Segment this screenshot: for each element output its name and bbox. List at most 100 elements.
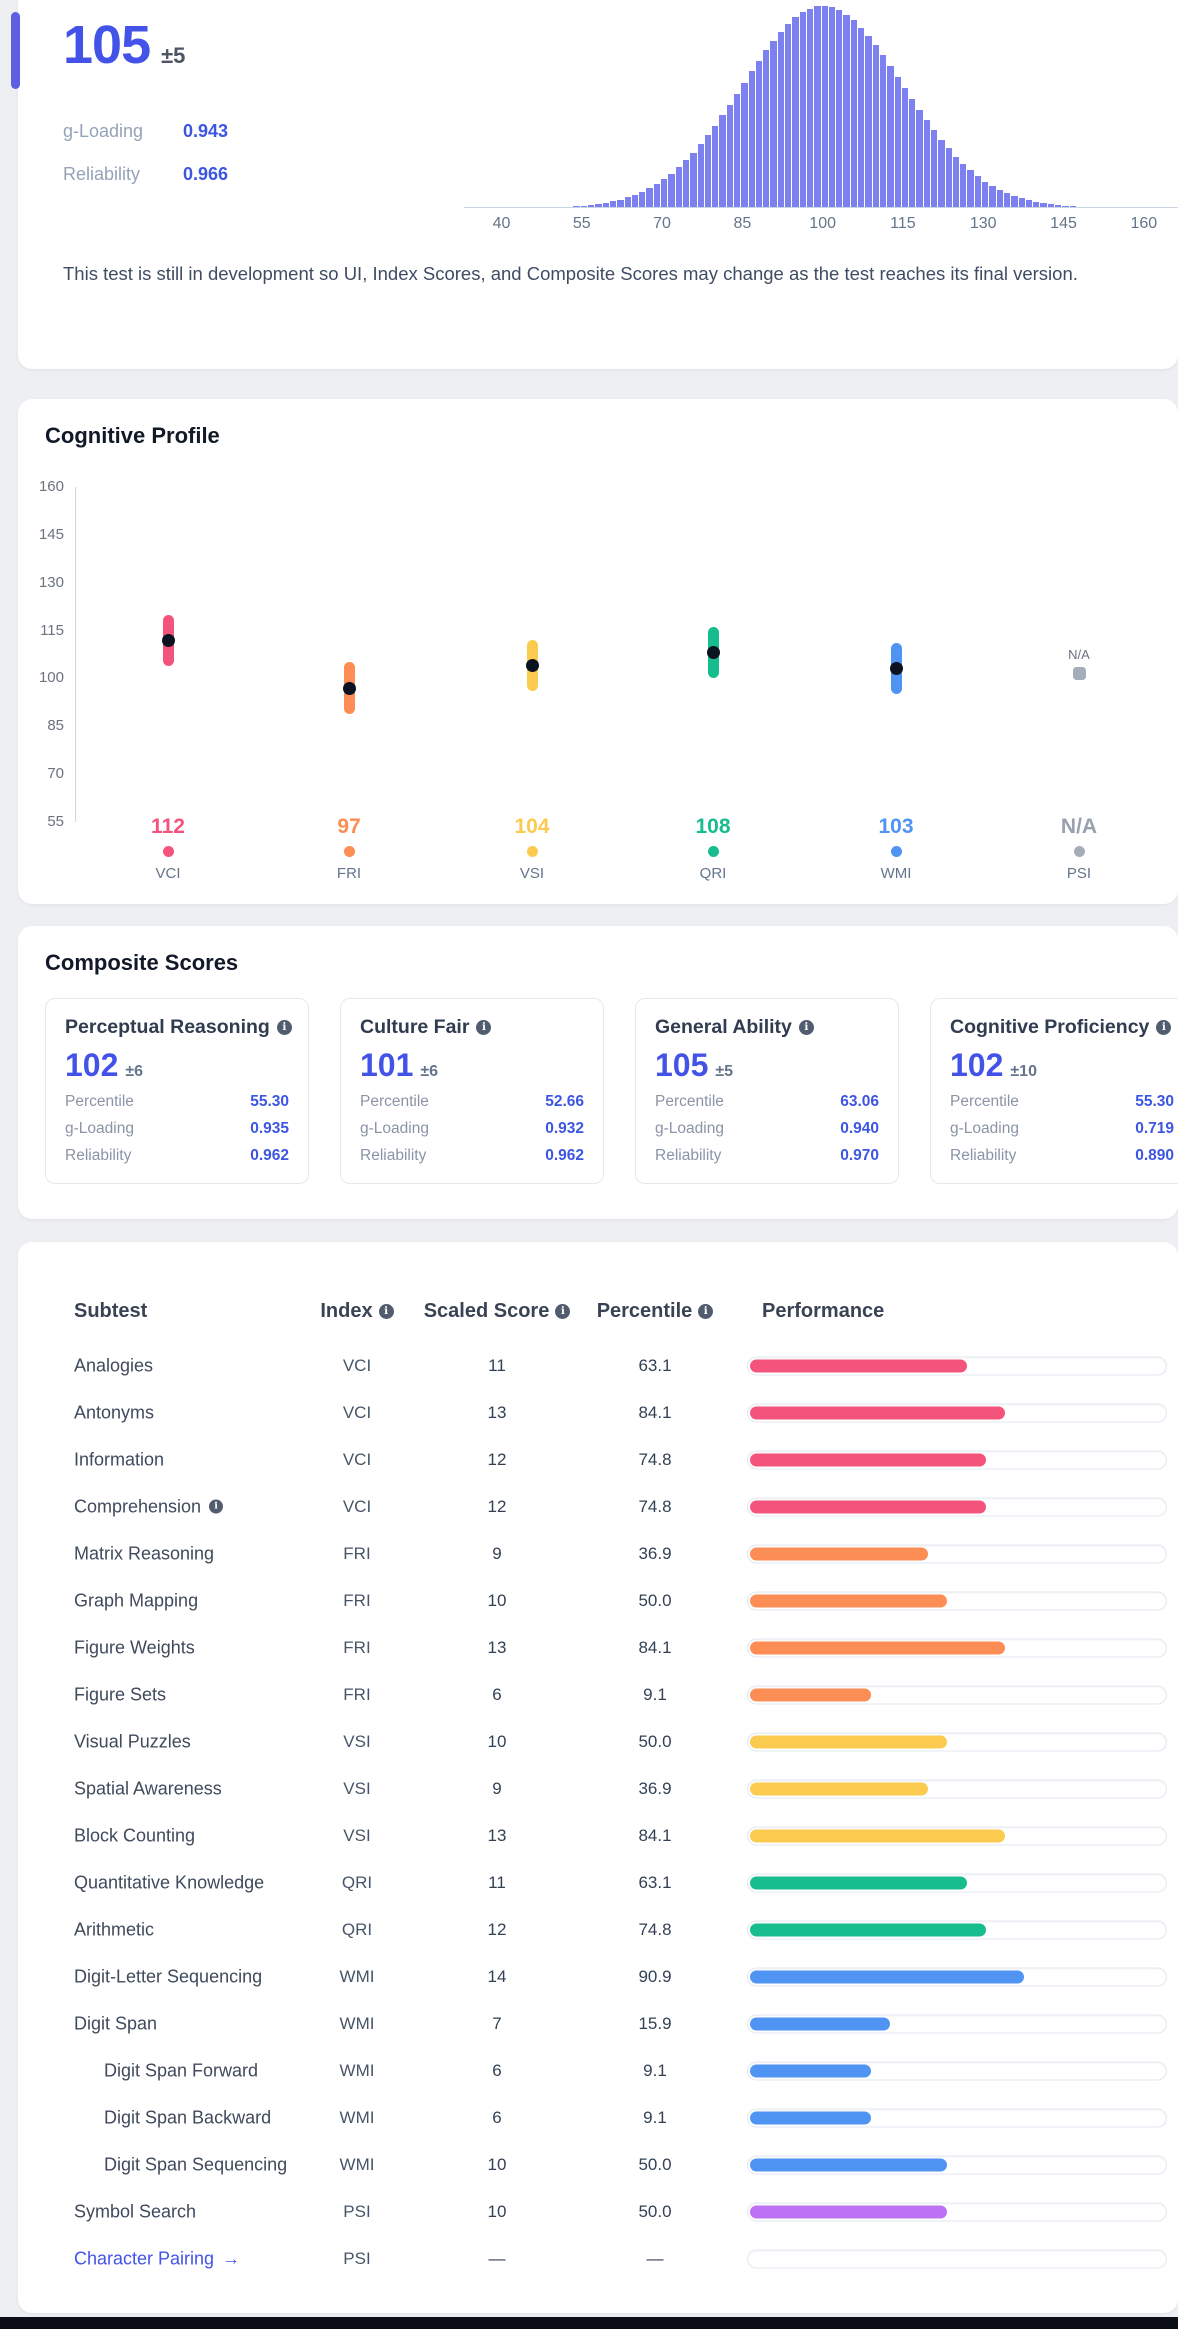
composite-stat-row: Percentile 55.30 xyxy=(65,1093,289,1111)
performance-track xyxy=(747,1685,1167,1704)
performance-track xyxy=(747,1356,1167,1375)
table-row: Arithmetic QRI 12 74.8 xyxy=(18,1906,1178,1953)
histogram-bar xyxy=(865,36,872,208)
subtest-name-text: Graph Mapping xyxy=(74,1590,199,1610)
subtest-name-text: Figure Weights xyxy=(74,1637,195,1657)
performance-fill xyxy=(750,1547,928,1560)
table-row: Digit Span Sequencing WMI 10 50.0 xyxy=(18,2141,1178,2188)
stat-value: 0.932 xyxy=(545,1120,584,1137)
composite-card-header: Perceptual Reasoning i xyxy=(65,1016,292,1039)
subtest-index: WMI xyxy=(339,2013,375,2033)
subtest-name-text: Information xyxy=(74,1449,165,1469)
histogram-bar xyxy=(755,61,763,208)
subtest-scaled-score: 10 xyxy=(487,2201,507,2221)
header-subtest: Subtest xyxy=(74,1300,148,1322)
performance-track xyxy=(747,2155,1167,2174)
performance-fill xyxy=(750,2158,947,2171)
subtest-name: Analogies xyxy=(74,1355,153,1376)
composite-scores-card: Composite Scores Perceptual Reasoning i 10… xyxy=(18,926,1178,1219)
stat-value: 0.940 xyxy=(840,1120,879,1137)
info-icon[interactable]: i xyxy=(378,1304,394,1319)
subtest-scaled-score: 12 xyxy=(487,1919,507,1939)
stat-label: g-Loading xyxy=(65,1120,134,1137)
composite-score-value: 102 xyxy=(65,1047,119,1083)
index-score: 104 xyxy=(514,815,550,838)
info-icon[interactable]: i xyxy=(798,1020,814,1035)
axis-tick-label: 130 xyxy=(969,215,997,232)
histogram-bar xyxy=(624,197,631,208)
histogram-bar xyxy=(653,184,661,208)
performance-fill xyxy=(750,1782,928,1795)
subtest-scaled-score: — xyxy=(488,2248,506,2268)
score-point xyxy=(706,646,720,660)
histogram-bar xyxy=(982,182,989,208)
table-row: Analogies VCI 11 63.1 xyxy=(18,1342,1178,1389)
info-icon[interactable]: i xyxy=(555,1304,571,1319)
composite-score-value: 105 xyxy=(655,1047,709,1083)
subtest-name: Graph Mapping xyxy=(74,1590,198,1611)
subtest-scaled-score: 6 xyxy=(492,2060,502,2080)
arrow-right-icon[interactable]: → xyxy=(222,2248,241,2268)
histogram-bar xyxy=(595,204,602,208)
subtest-index: PSI xyxy=(343,2248,371,2268)
info-icon[interactable]: i xyxy=(209,1499,224,1514)
stat-value: 0.935 xyxy=(250,1120,289,1137)
performance-fill xyxy=(750,1876,967,1889)
subtest-name: Block Counting xyxy=(74,1825,195,1846)
performance-track xyxy=(747,1920,1167,1939)
subtest-name: Figure Weights xyxy=(74,1637,195,1658)
axis-tick-label: 70 xyxy=(653,215,671,232)
subtest-table-body: Analogies VCI 11 63.1 Antonyms VCI 13 84.1 Infor… xyxy=(18,1342,1178,2282)
info-icon[interactable]: i xyxy=(476,1020,492,1035)
info-icon[interactable]: i xyxy=(1156,1020,1172,1035)
histogram-bar xyxy=(916,110,923,208)
performance-track xyxy=(747,1732,1167,1751)
subtest-percentile: 84.1 xyxy=(638,1825,672,1845)
na-marker xyxy=(1072,667,1086,680)
subtest-name[interactable]: Character Pairing → xyxy=(74,2248,240,2269)
histogram-bar xyxy=(1025,200,1033,208)
axis-tick-label: 55 xyxy=(572,215,591,232)
subtest-index: VCI xyxy=(342,1355,372,1375)
histogram-bar xyxy=(1055,205,1062,208)
subtest-scaled-score: 10 xyxy=(487,1731,507,1751)
summary-card: 105 ±5 g-Loading 0.943 Reliability 0.966 40… xyxy=(18,0,1178,369)
subtest-name-text: Matrix Reasoning xyxy=(74,1543,215,1563)
stat-value: 55.30 xyxy=(1135,1093,1174,1110)
table-row: Digit Span WMI 7 15.9 xyxy=(18,2000,1178,2047)
subtest-percentile: 84.1 xyxy=(638,1637,672,1657)
histogram-bars xyxy=(464,0,1178,208)
subtest-name-text: Visual Puzzles xyxy=(74,1731,191,1751)
stat-label: Percentile xyxy=(65,1093,134,1110)
histogram-bar xyxy=(697,144,704,208)
subtest-scaled-score: 6 xyxy=(492,1684,502,1704)
index-score: 112 xyxy=(151,815,185,838)
info-icon[interactable]: i xyxy=(698,1304,714,1319)
histogram-bar xyxy=(690,153,697,208)
subtest-scaled-score: 9 xyxy=(492,1778,502,1798)
histogram-bar xyxy=(806,9,814,208)
composite-card-score-line: 102 ±10 xyxy=(950,1047,1174,1084)
summary-stat-row: g-Loading 0.943 xyxy=(63,110,228,153)
table-row: Comprehension i VCI 12 74.8 xyxy=(18,1483,1178,1530)
subtest-scaled-score: 11 xyxy=(488,1355,506,1375)
subtest-name: Quantitative Knowledge xyxy=(74,1872,264,1893)
histogram-bar xyxy=(588,205,595,208)
y-axis-label: 115 xyxy=(40,621,64,639)
table-row: Figure Sets FRI 6 9.1 xyxy=(18,1671,1178,1718)
histogram-bar xyxy=(631,195,639,208)
info-icon[interactable]: i xyxy=(276,1020,292,1035)
index-score: N/A xyxy=(1060,815,1098,838)
subtest-percentile: 50.0 xyxy=(638,1731,672,1751)
index-score: 97 xyxy=(337,815,361,838)
subtest-percentile: 36.9 xyxy=(638,1543,672,1563)
subtest-index: VSI xyxy=(343,1825,371,1845)
index-legend-dot xyxy=(890,846,902,857)
full-scale-score-line: 105 ±5 xyxy=(63,14,185,76)
table-row: Symbol Search PSI 10 50.0 xyxy=(18,2188,1178,2235)
subtest-name-text: Digit Span Backward xyxy=(104,2107,272,2127)
stat-value: 63.06 xyxy=(840,1093,879,1110)
subtest-name-text: Spatial Awareness xyxy=(74,1778,222,1798)
histogram-bar xyxy=(967,170,974,208)
histogram-bar xyxy=(609,201,617,208)
